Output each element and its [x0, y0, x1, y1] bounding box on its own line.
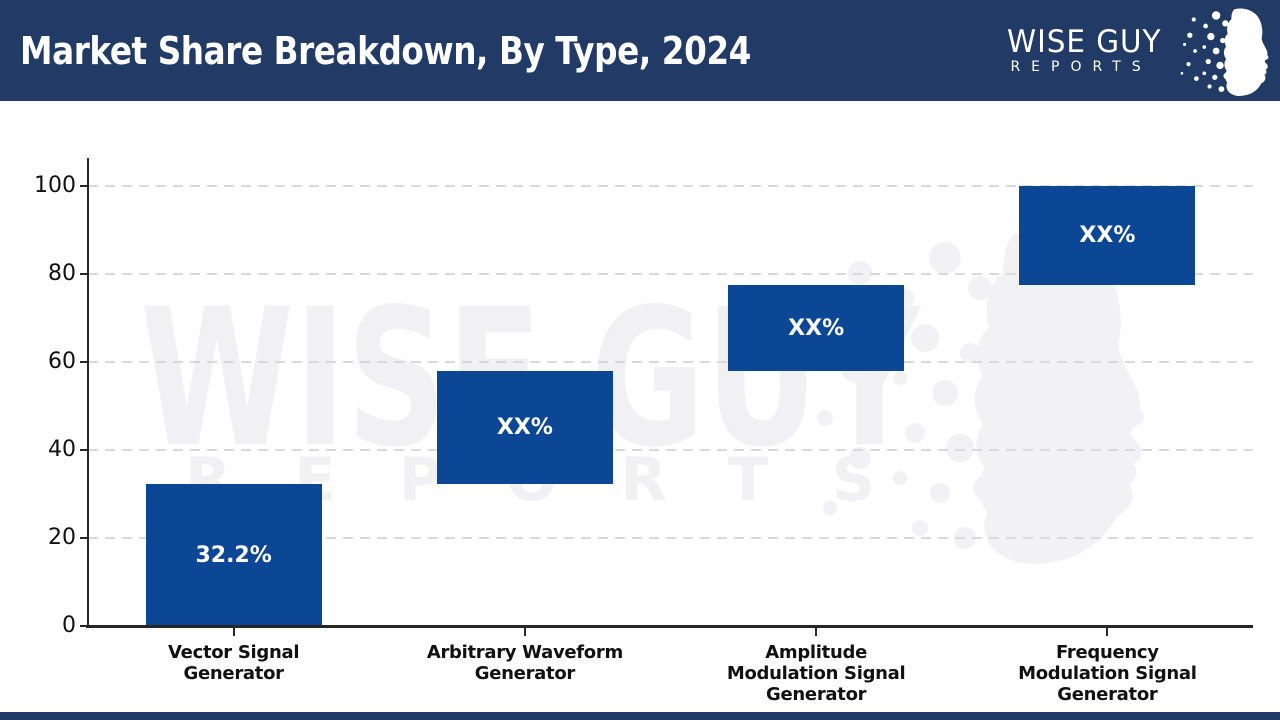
- brand-head-icon: [1180, 7, 1269, 96]
- header-bar: Market Share Breakdown, By Type, 2024 WI…: [0, 0, 1280, 101]
- bar-value-label: 32.2%: [195, 542, 272, 568]
- brand-tagline: REPORTS: [1010, 58, 1152, 75]
- x-tick-mark: [232, 628, 235, 636]
- y-tick-mark: [80, 185, 88, 187]
- x-axis: [86, 625, 1253, 628]
- y-tick-label: 40: [48, 437, 76, 462]
- brand-name: WISE GUY: [1007, 23, 1162, 60]
- x-tick-mark: [1106, 628, 1109, 636]
- footer-bar: [0, 712, 1280, 720]
- gridline-80: [88, 273, 1253, 275]
- y-tick-label: 60: [48, 349, 76, 374]
- brand-logo: WISE GUY REPORTS: [1007, 0, 1274, 101]
- gridline-40: [88, 449, 1253, 451]
- category-label: Vector Signal Generator: [168, 642, 300, 684]
- page-title: Market Share Breakdown, By Type, 2024: [20, 28, 751, 73]
- y-tick-label: 80: [48, 261, 76, 286]
- gridline-100: [88, 185, 1253, 187]
- chart-area: WISE GUY REPORTS 02040608010032.2%Vector…: [0, 101, 1280, 712]
- brand-text: WISE GUY REPORTS: [1007, 23, 1170, 75]
- gridline-20: [88, 537, 1253, 539]
- bar: 32.2%: [145, 484, 322, 626]
- y-tick-mark: [80, 537, 88, 539]
- y-tick-mark: [80, 361, 88, 363]
- gridline-60: [88, 361, 1253, 363]
- y-tick-mark: [80, 273, 88, 275]
- bar: XX%: [1019, 186, 1196, 285]
- x-tick-mark: [815, 628, 818, 636]
- y-tick-label: 100: [34, 173, 76, 198]
- category-label: Frequency Modulation Signal Generator: [1018, 642, 1197, 705]
- bar: XX%: [728, 285, 905, 372]
- bar: XX%: [436, 371, 613, 485]
- y-tick-label: 20: [48, 525, 76, 550]
- y-tick-mark: [80, 449, 88, 451]
- bar-value-label: XX%: [788, 315, 845, 341]
- y-tick-mark: [80, 625, 88, 627]
- y-tick-label: 0: [62, 613, 76, 638]
- bar-value-label: XX%: [496, 415, 553, 441]
- y-axis: [87, 158, 89, 628]
- x-tick-mark: [523, 628, 526, 636]
- category-label: Arbitrary Waveform Generator: [426, 642, 623, 684]
- category-label: Amplitude Modulation Signal Generator: [726, 642, 906, 705]
- bar-value-label: XX%: [1079, 223, 1136, 248]
